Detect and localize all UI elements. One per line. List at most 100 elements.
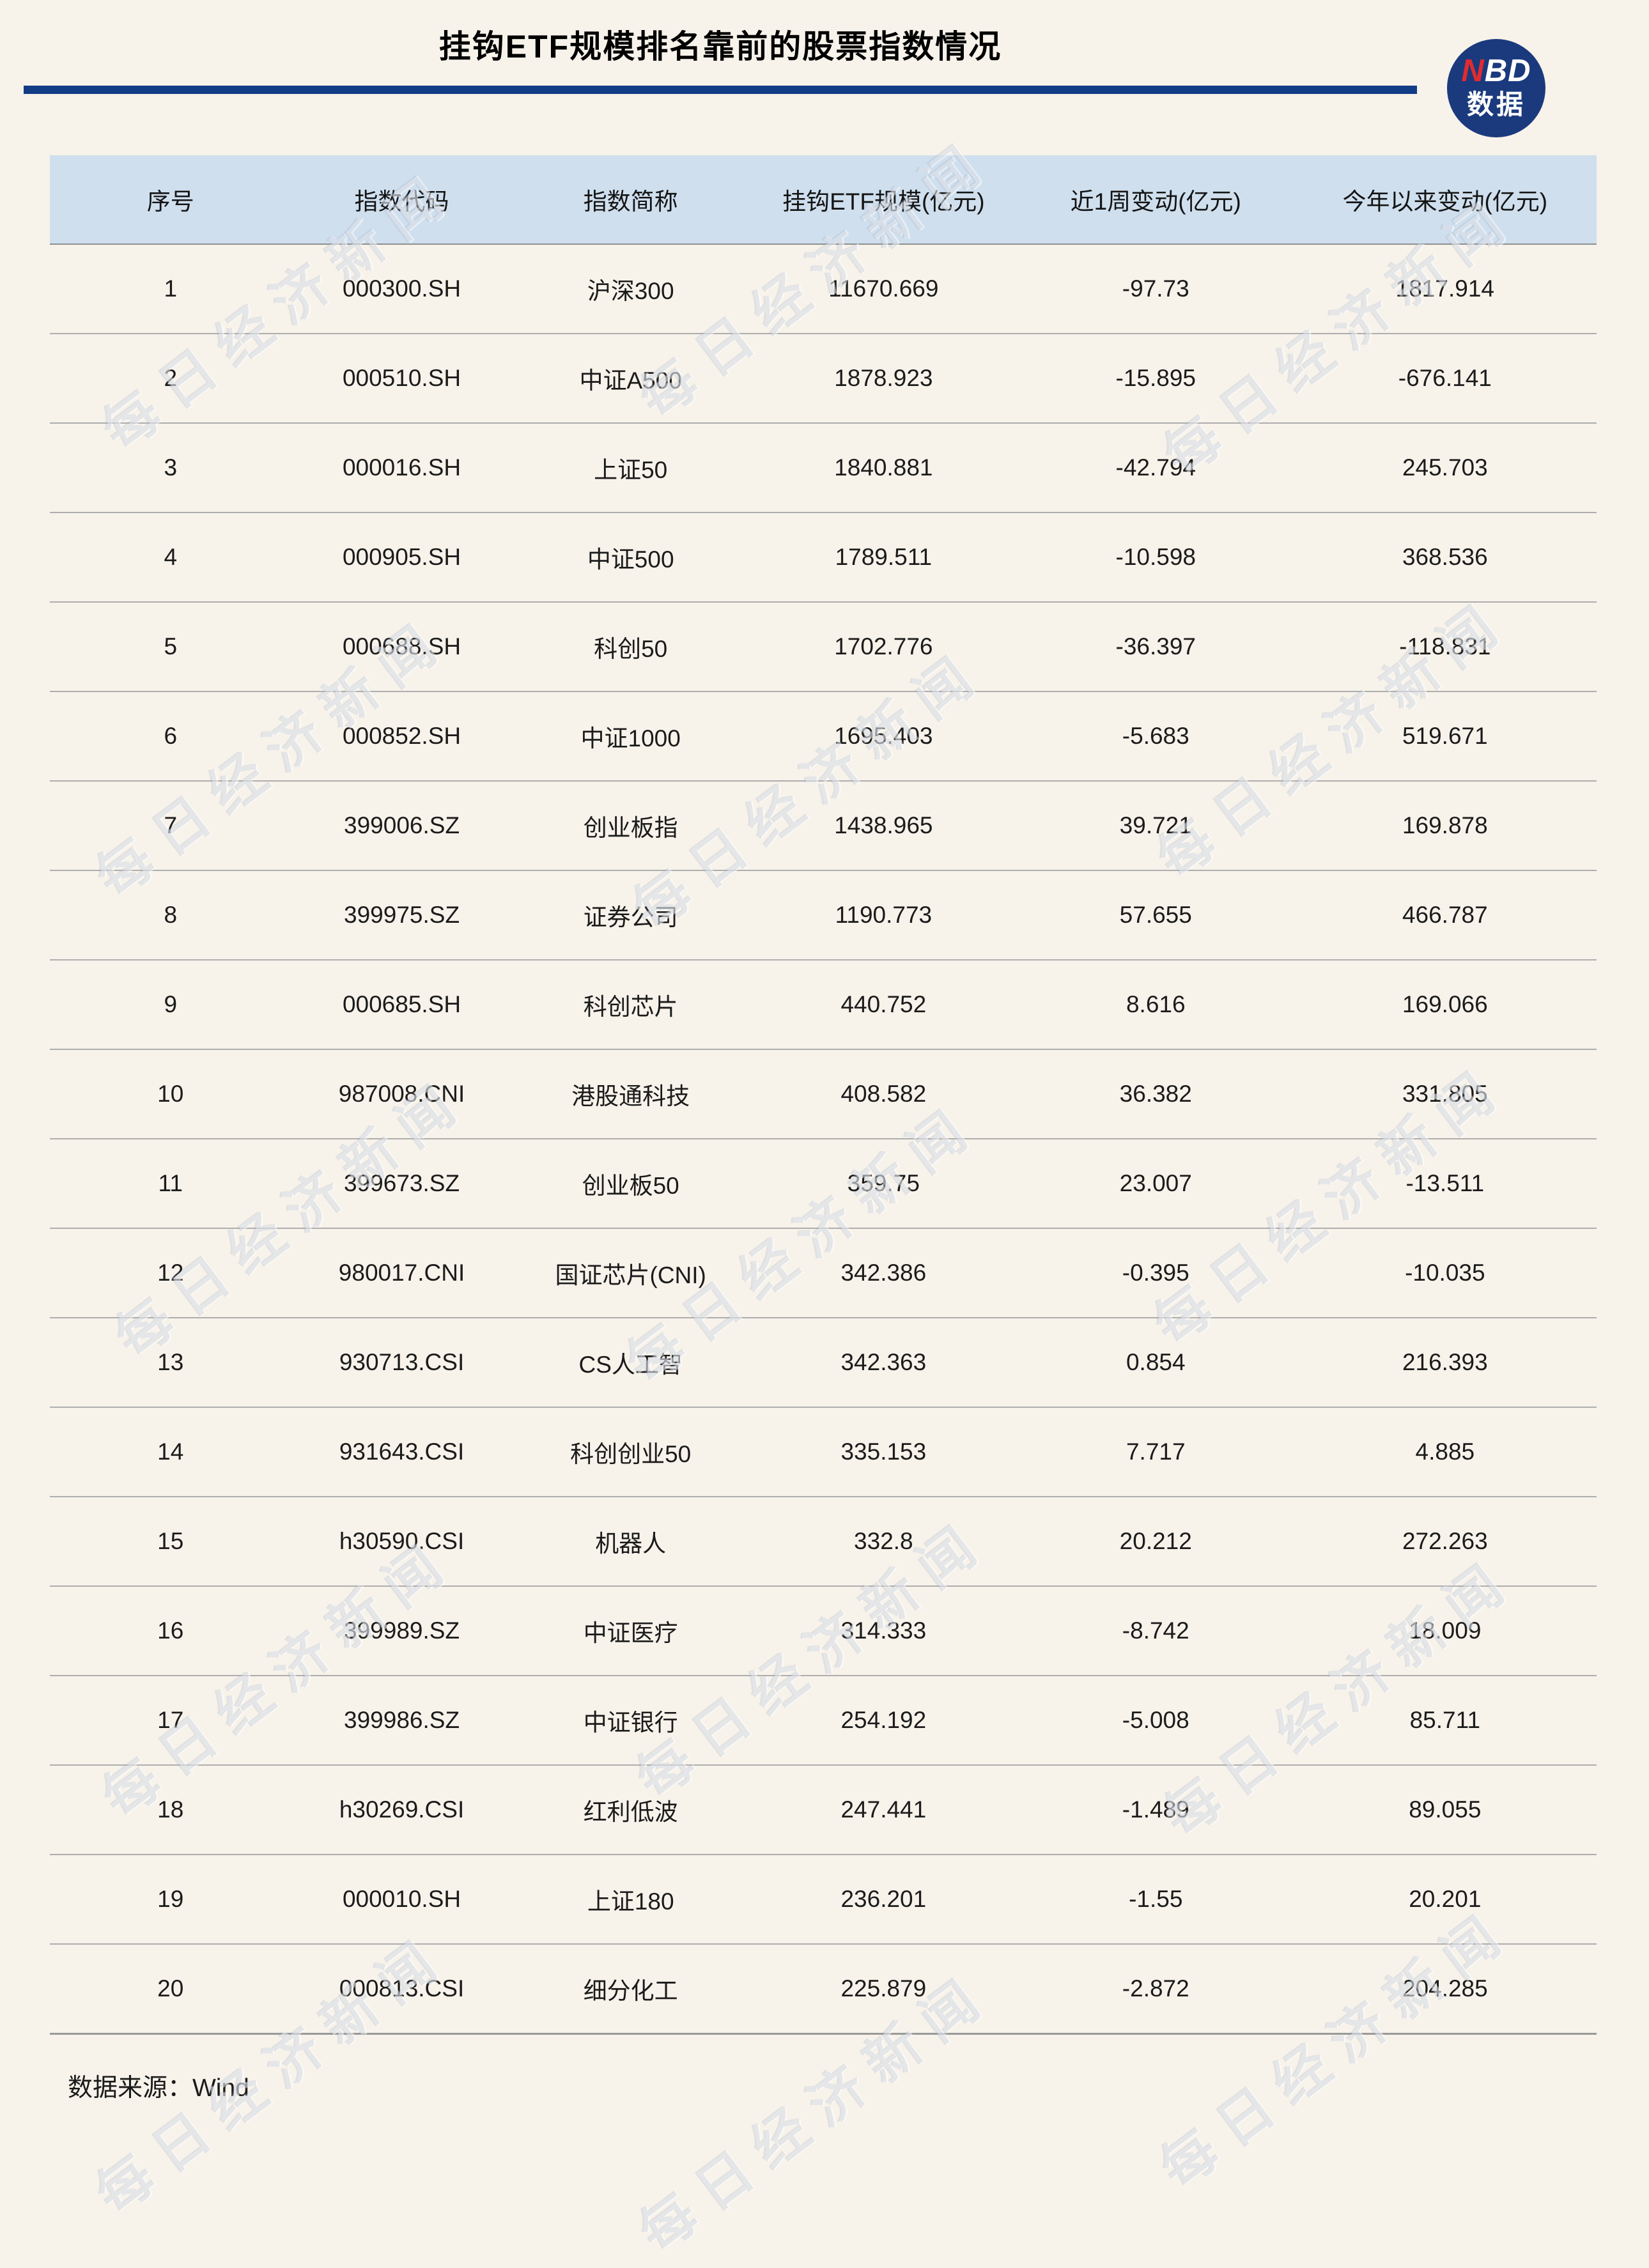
cell-scale: 359.75 <box>748 1139 1018 1229</box>
cell-name: 机器人 <box>512 1497 749 1587</box>
cell-ytd: 245.703 <box>1293 423 1597 513</box>
cell-name: 科创创业50 <box>512 1407 749 1497</box>
table-row: 6 000852.SH 中证1000 1695.403 -5.683 519.671 <box>50 691 1597 782</box>
cell-code: h30590.CSI <box>291 1497 513 1587</box>
page-title: 挂钩ETF规模排名靠前的股票指数情况 <box>438 29 1002 65</box>
cell-seq: 15 <box>50 1497 291 1587</box>
cell-seq: 1 <box>50 244 291 334</box>
cell-seq: 10 <box>50 1049 291 1139</box>
cell-week: 0.854 <box>1018 1318 1294 1408</box>
cell-ytd: 466.787 <box>1293 870 1597 960</box>
column-header-code: 指数代码 <box>291 155 513 245</box>
cell-scale: 1438.965 <box>748 781 1018 871</box>
etf-index-table: 序号 指数代码 指数简称 挂钩ETF规模(亿元) 近1周变动(亿元) 今年以来变… <box>50 155 1597 2035</box>
cell-seq: 19 <box>50 1855 291 1945</box>
data-source-note: 数据来源：Wind <box>68 2074 249 2102</box>
cell-code: 000688.SH <box>291 602 513 692</box>
nbd-data-logo: NBD 数据 <box>1447 39 1545 137</box>
table-row: 20 000813.CSI 细分化工 225.879 -2.872 204.285 <box>50 1944 1597 2035</box>
table-header-row: 序号 指数代码 指数简称 挂钩ETF规模(亿元) 近1周变动(亿元) 今年以来变… <box>50 155 1597 245</box>
cell-ytd: -13.511 <box>1293 1139 1597 1229</box>
cell-week: 7.717 <box>1018 1407 1294 1497</box>
cell-name: 创业板指 <box>512 781 749 871</box>
cell-seq: 20 <box>50 1944 291 2035</box>
cell-scale: 408.582 <box>748 1049 1018 1139</box>
cell-week: -5.683 <box>1018 691 1294 782</box>
table-row: 9 000685.SH 科创芯片 440.752 8.616 169.066 <box>50 960 1597 1050</box>
cell-ytd: 169.878 <box>1293 781 1597 871</box>
cell-name: 沪深300 <box>512 244 749 334</box>
cell-scale: 314.333 <box>748 1586 1018 1676</box>
cell-name: 中证500 <box>512 513 749 603</box>
cell-scale: 1878.923 <box>748 334 1018 424</box>
cell-week: -5.008 <box>1018 1676 1294 1766</box>
cell-ytd: 169.066 <box>1293 960 1597 1050</box>
cell-seq: 8 <box>50 870 291 960</box>
cell-scale: 335.153 <box>748 1407 1018 1497</box>
cell-code: 399989.SZ <box>291 1586 513 1676</box>
cell-name: 中证银行 <box>512 1676 749 1766</box>
cell-code: 000905.SH <box>291 513 513 603</box>
etf-index-table-container: 序号 指数代码 指数简称 挂钩ETF规模(亿元) 近1周变动(亿元) 今年以来变… <box>50 155 1597 2035</box>
cell-name: 上证50 <box>512 423 749 513</box>
cell-seq: 7 <box>50 781 291 871</box>
table-row: 2 000510.SH 中证A500 1878.923 -15.895 -676.141 <box>50 334 1597 424</box>
cell-code: 000852.SH <box>291 691 513 782</box>
cell-code: 399975.SZ <box>291 870 513 960</box>
cell-ytd: -10.035 <box>1293 1228 1597 1318</box>
table-body: 1 000300.SH 沪深300 11670.669 -97.73 1817.914 2 0… <box>50 244 1597 2035</box>
column-header-seq: 序号 <box>50 155 291 245</box>
cell-code: 930713.CSI <box>291 1318 513 1408</box>
nbd-logo-letters-bd: BD <box>1484 54 1531 89</box>
cell-ytd: 89.055 <box>1293 1765 1597 1855</box>
cell-ytd: 519.671 <box>1293 691 1597 782</box>
cell-name: 港股通科技 <box>512 1049 749 1139</box>
column-header-ytd: 今年以来变动(亿元) <box>1293 155 1597 245</box>
cell-scale: 1789.511 <box>748 513 1018 603</box>
cell-seq: 5 <box>50 602 291 692</box>
table-row: 5 000688.SH 科创50 1702.776 -36.397 -118.831 <box>50 602 1597 692</box>
table-row: 16 399989.SZ 中证医疗 314.333 -8.742 18.009 <box>50 1586 1597 1676</box>
title-underline-rule <box>24 86 1417 94</box>
cell-seq: 3 <box>50 423 291 513</box>
cell-scale: 254.192 <box>748 1676 1018 1766</box>
cell-code: 000813.CSI <box>291 1944 513 2035</box>
column-header-week: 近1周变动(亿元) <box>1018 155 1294 245</box>
cell-code: 399986.SZ <box>291 1676 513 1766</box>
cell-week: -2.872 <box>1018 1944 1294 2035</box>
cell-seq: 14 <box>50 1407 291 1497</box>
cell-scale: 332.8 <box>748 1497 1018 1587</box>
cell-code: 980017.CNI <box>291 1228 513 1318</box>
cell-ytd: 272.263 <box>1293 1497 1597 1587</box>
cell-name: 中证A500 <box>512 334 749 424</box>
table-header: 序号 指数代码 指数简称 挂钩ETF规模(亿元) 近1周变动(亿元) 今年以来变… <box>50 155 1597 245</box>
cell-name: 中证1000 <box>512 691 749 782</box>
cell-name: 红利低波 <box>512 1765 749 1855</box>
cell-seq: 12 <box>50 1228 291 1318</box>
cell-seq: 18 <box>50 1765 291 1855</box>
cell-ytd: 85.711 <box>1293 1676 1597 1766</box>
cell-scale: 1190.773 <box>748 870 1018 960</box>
cell-seq: 16 <box>50 1586 291 1676</box>
nbd-logo-letter-n: N <box>1461 54 1485 89</box>
cell-seq: 4 <box>50 513 291 603</box>
cell-name: 细分化工 <box>512 1944 749 2035</box>
cell-week: 36.382 <box>1018 1049 1294 1139</box>
table-row: 19 000010.SH 上证180 236.201 -1.55 20.201 <box>50 1855 1597 1945</box>
nbd-logo-chinese-text: 数据 <box>1466 89 1526 120</box>
cell-seq: 2 <box>50 334 291 424</box>
cell-week: -10.598 <box>1018 513 1294 603</box>
cell-week: 20.212 <box>1018 1497 1294 1587</box>
cell-week: -15.895 <box>1018 334 1294 424</box>
cell-seq: 6 <box>50 691 291 782</box>
cell-ytd: -676.141 <box>1293 334 1597 424</box>
cell-name: 科创50 <box>512 602 749 692</box>
table-row: 8 399975.SZ 证券公司 1190.773 57.655 466.787 <box>50 870 1597 960</box>
cell-scale: 1840.881 <box>748 423 1018 513</box>
table-row: 11 399673.SZ 创业板50 359.75 23.007 -13.511 <box>50 1139 1597 1229</box>
table-row: 10 987008.CNI 港股通科技 408.582 36.382 331.805 <box>50 1049 1597 1139</box>
cell-scale: 1695.403 <box>748 691 1018 782</box>
cell-scale: 236.201 <box>748 1855 1018 1945</box>
cell-ytd: 216.393 <box>1293 1318 1597 1408</box>
cell-scale: 440.752 <box>748 960 1018 1050</box>
